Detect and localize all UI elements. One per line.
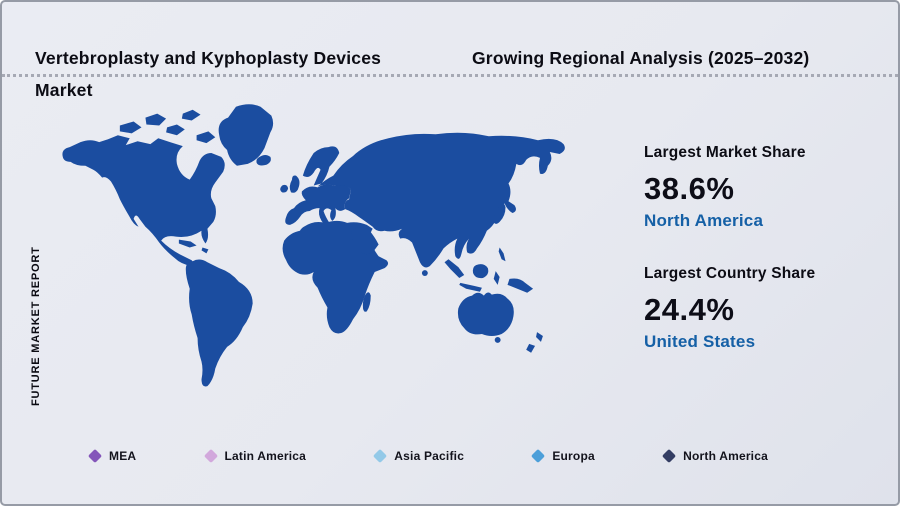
world-map [62, 104, 565, 387]
legend-label: MEA [109, 449, 137, 463]
map-arabia [351, 227, 379, 255]
report-period-title: Growing Regional Analysis (2025–2032) [472, 48, 810, 68]
region-legend: MEA Latin America Asia Pacific Europa No… [87, 448, 768, 464]
legend-item-europa: Europa [531, 448, 595, 464]
diamond-icon [203, 448, 218, 464]
legend-label: Europa [552, 449, 595, 463]
map-asia [317, 132, 565, 268]
diamond-icon [662, 448, 677, 464]
page-title: Vertebroplasty and Kyphoplasty Devices M… [35, 48, 382, 100]
map-scandinavia [302, 146, 340, 186]
map-north-america [62, 135, 225, 267]
diamond-icon [531, 448, 546, 464]
brand-watermark: FUTURE MARKET REPORT [30, 246, 42, 406]
stat-region: United States [644, 332, 756, 351]
dotted-divider [2, 74, 898, 77]
diamond-icon [87, 448, 103, 464]
map-uk [289, 175, 300, 193]
legend-label: Asia Pacific [394, 449, 465, 463]
stat-label: Largest Market Share [644, 144, 806, 161]
legend-item-north-america: North America [662, 448, 768, 464]
map-greenland [218, 104, 274, 166]
map-new-zealand [536, 332, 543, 342]
stat-value: 24.4% [644, 292, 735, 327]
legend-label: North America [683, 449, 768, 463]
legend-item-asia-pacific: Asia Pacific [373, 448, 465, 464]
map-australia [457, 292, 514, 336]
map-japan [492, 203, 506, 224]
legend-item-mea: MEA [87, 448, 137, 464]
stat-market-share: Largest Market Share 38.6% North America [644, 144, 894, 231]
map-south-america [185, 259, 253, 387]
map-europe [285, 184, 352, 225]
legend-item-latin-america: Latin America [203, 448, 307, 464]
stat-country-share: Largest Country Share 24.4% United State… [644, 265, 894, 352]
stat-value: 38.6% [644, 171, 735, 206]
stat-label: Largest Country Share [644, 265, 816, 282]
diamond-icon [373, 448, 388, 464]
map-iceland [256, 154, 271, 166]
legend-label: Latin America [224, 449, 307, 463]
map-madagascar [362, 292, 371, 312]
stat-region: North America [644, 211, 764, 230]
